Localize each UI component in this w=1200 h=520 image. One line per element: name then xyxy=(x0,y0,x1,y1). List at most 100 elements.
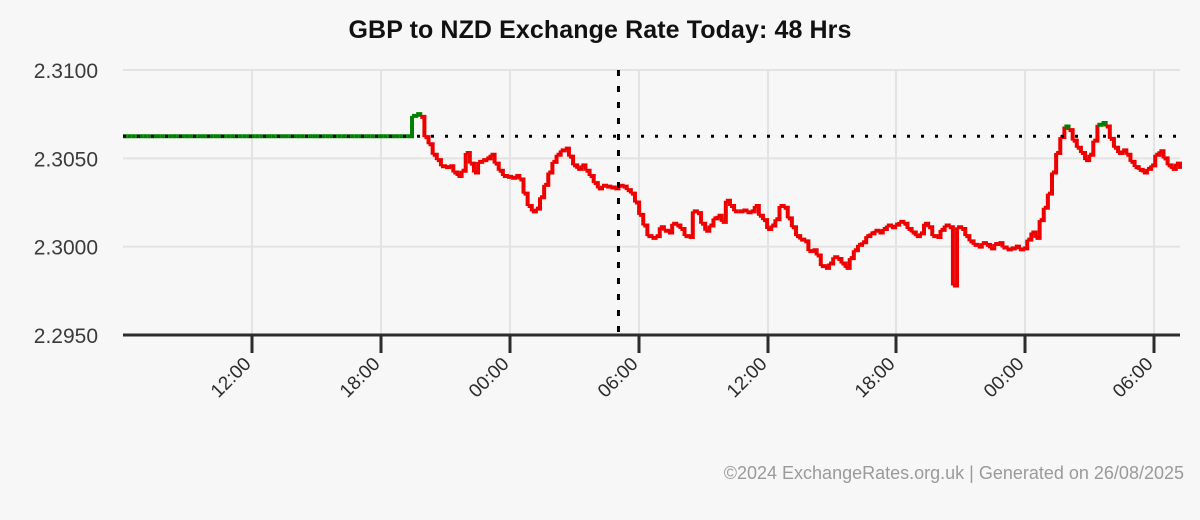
price-segment xyxy=(564,146,571,157)
price-segment xyxy=(738,209,745,214)
price-segment xyxy=(857,242,865,247)
price-segment xyxy=(634,200,642,215)
price-segment xyxy=(853,244,860,253)
price-segment xyxy=(606,184,613,189)
price-segment xyxy=(701,221,708,231)
price-segment xyxy=(486,154,493,161)
price-segment xyxy=(473,161,481,175)
price-segment xyxy=(651,235,658,240)
price-segment xyxy=(961,227,968,237)
price-segment xyxy=(1089,140,1096,157)
price-segment xyxy=(556,150,563,157)
price-segment xyxy=(1043,193,1050,210)
price-segment xyxy=(420,114,427,138)
price-segment xyxy=(845,258,852,270)
price-segment xyxy=(841,261,848,268)
price-segment xyxy=(672,221,679,226)
price-segment xyxy=(981,241,988,246)
price-segment xyxy=(709,218,716,228)
y-axis-tick-label: 2.3000 xyxy=(34,237,98,260)
price-segment xyxy=(1035,220,1042,240)
price-segment xyxy=(985,242,993,249)
price-segment xyxy=(952,227,960,288)
price-segment xyxy=(494,161,501,171)
price-segment xyxy=(523,191,530,207)
price-segment xyxy=(1068,128,1075,141)
price-segment xyxy=(779,204,786,209)
price-segment xyxy=(560,148,567,153)
price-segment xyxy=(511,175,518,180)
price-segment xyxy=(1018,247,1026,252)
x-axis-tick-label: 00:00 xyxy=(465,354,513,402)
price-segment xyxy=(1047,172,1054,196)
price-segment xyxy=(478,159,485,164)
price-segment xyxy=(1052,153,1059,175)
x-axis-labels: 12:00 18:00 00:00 06:00 12:00 18:00 00:00 06:00 xyxy=(207,354,1157,402)
price-segment xyxy=(490,152,497,164)
price-segment xyxy=(1122,148,1129,155)
price-segment xyxy=(1097,122,1104,127)
price-segment xyxy=(713,215,720,221)
price-segment xyxy=(895,221,902,227)
price-segment xyxy=(725,198,732,207)
price-segment xyxy=(729,204,737,212)
y-axis-tick-label: 2.3050 xyxy=(34,148,98,171)
price-segment xyxy=(461,153,468,173)
price-segment xyxy=(1130,159,1137,168)
price-segment xyxy=(870,230,877,236)
axis-layer xyxy=(123,333,1180,353)
price-segment xyxy=(808,249,815,254)
price-segment xyxy=(812,248,819,256)
price-segment xyxy=(668,223,675,235)
price-segment xyxy=(969,239,976,245)
price-segment xyxy=(1126,152,1133,162)
price-segment xyxy=(676,223,683,229)
price-segment xyxy=(882,225,889,231)
price-segment xyxy=(527,204,534,212)
price-segment xyxy=(440,164,448,169)
price-segment xyxy=(655,227,662,239)
price-segment xyxy=(787,216,794,228)
x-axis-tick-label: 12:00 xyxy=(723,354,771,402)
x-axis-tick-label: 12:00 xyxy=(207,354,255,402)
price-segment xyxy=(936,229,943,239)
price-segment xyxy=(973,242,980,247)
price-segment xyxy=(626,188,633,194)
price-segment xyxy=(1113,145,1121,154)
price-segment xyxy=(506,174,514,179)
price-segment xyxy=(754,204,761,216)
price-segment xyxy=(663,228,671,233)
price-segment xyxy=(804,239,811,252)
price-segment xyxy=(428,142,435,155)
price-segment xyxy=(589,174,596,184)
x-axis-tick-label: 06:00 xyxy=(594,354,642,402)
price-segment xyxy=(1056,137,1063,156)
price-series-layer xyxy=(123,112,1182,288)
price-segment xyxy=(1010,246,1017,251)
price-segment xyxy=(932,234,939,239)
price-segment xyxy=(1151,154,1158,168)
price-segment xyxy=(775,206,782,222)
price-segment xyxy=(1138,167,1145,173)
price-segment xyxy=(907,227,914,233)
price-segment xyxy=(866,233,873,239)
price-segment xyxy=(1080,151,1088,161)
price-segment xyxy=(457,170,464,178)
price-segment xyxy=(1023,239,1030,251)
y-axis-tick-label: 2.3100 xyxy=(34,60,98,83)
price-segment xyxy=(783,205,790,219)
price-segment xyxy=(940,225,947,232)
price-segment xyxy=(688,211,695,239)
price-segment xyxy=(412,113,419,118)
price-segment xyxy=(684,234,691,239)
price-segment xyxy=(890,224,898,230)
price-segment xyxy=(886,223,893,228)
price-segment xyxy=(1155,151,1162,157)
page-title: GBP to NZD Exchange Rate Today: 48 Hrs xyxy=(348,16,852,44)
price-segment xyxy=(1159,149,1166,159)
y-axis-labels: 2.2950 2.3000 2.3050 2.3100 xyxy=(34,60,98,348)
price-segment xyxy=(1093,124,1100,143)
x-axis-tick-label: 18:00 xyxy=(336,354,384,402)
price-segment xyxy=(498,168,505,176)
price-segment xyxy=(544,172,551,187)
